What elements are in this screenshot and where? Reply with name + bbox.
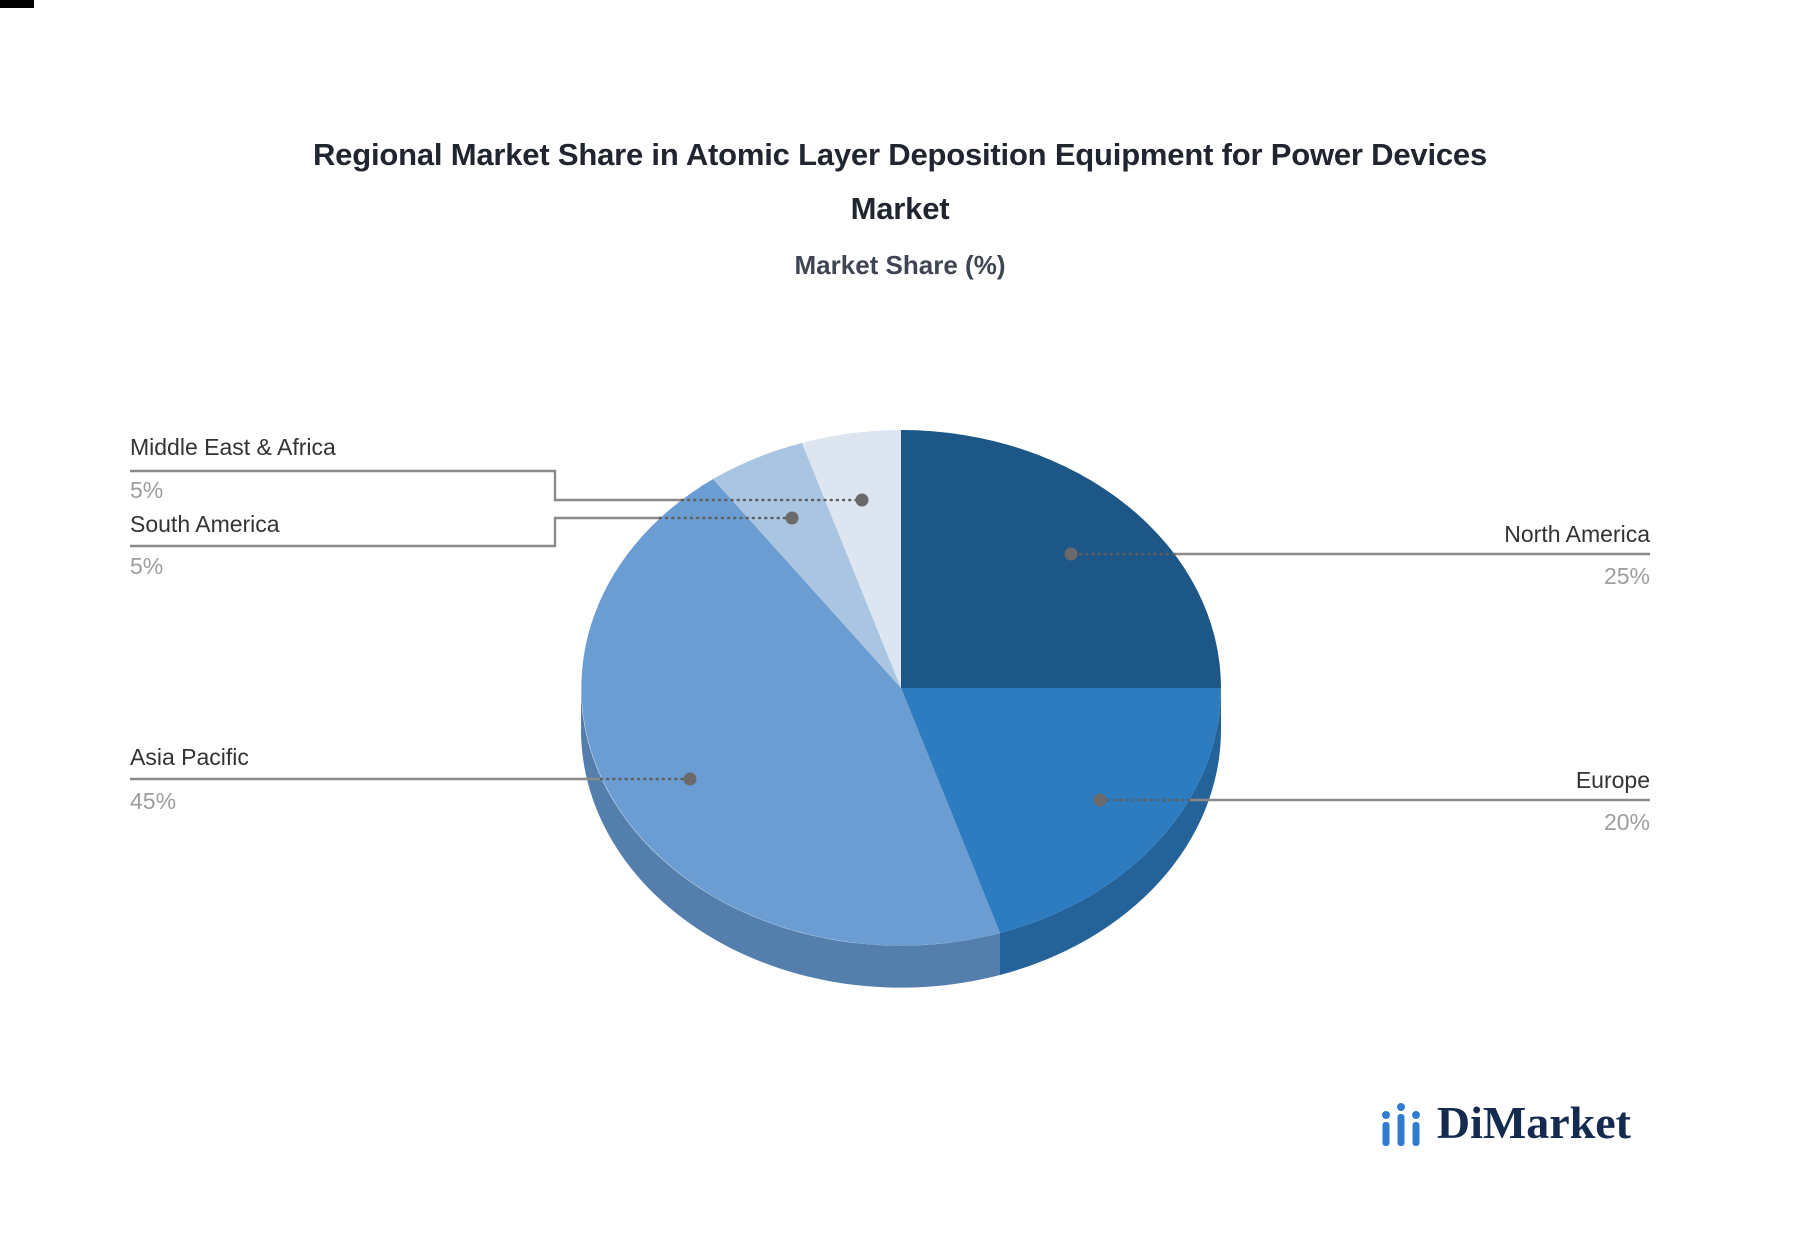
label-south-america: South America [130, 511, 280, 537]
pie-side-europe [1000, 688, 1221, 975]
chart-title-line1: Regional Market Share in Atomic Layer De… [313, 137, 1487, 172]
label-middle-east-africa: Middle East & Africa [130, 434, 336, 460]
chart-title-line2: Market [850, 191, 950, 226]
leader-dotted-segments [599, 498, 1191, 802]
pie-slice-asia-pacific[interactable] [581, 479, 1000, 946]
pie-slice-europe[interactable] [901, 688, 1221, 933]
dot-south-america [785, 511, 799, 525]
dot-asia-pacific [683, 772, 697, 786]
label-north-america: North America [1504, 521, 1650, 547]
dot-middle-east-africa [855, 493, 869, 507]
pct-north-america: 25% [1603, 563, 1650, 589]
chart-title: Regional Market Share in Atomic Layer De… [150, 128, 1650, 236]
screen-edge-artifact [0, 0, 34, 8]
leader-lines [130, 469, 1650, 802]
chart-subtitle: Market Share (%) [794, 250, 1006, 280]
pct-middle-east-africa: 5% [130, 477, 164, 503]
pie-slice-north-america[interactable] [901, 430, 1221, 688]
leader-middle-east-africa [130, 469, 682, 502]
brand-logo: DiMarket [1379, 1098, 1631, 1148]
logo-text: DiMarket [1436, 1097, 1631, 1148]
leader-south-america [130, 516, 660, 548]
pie-slice-south-america[interactable] [713, 443, 901, 688]
pie-slice-middle-east-africa[interactable] [802, 430, 901, 688]
dot-north-america [1064, 547, 1078, 561]
leader-dots [683, 493, 1107, 807]
pct-south-america: 5% [130, 553, 164, 579]
label-europe: Europe [1575, 767, 1650, 793]
bar-chart-icon [1381, 1103, 1420, 1146]
pct-asia-pacific: 45% [130, 788, 177, 814]
pie-side-asia-pacific [581, 688, 1000, 988]
dot-europe [1093, 793, 1107, 807]
pct-europe: 20% [1603, 809, 1650, 835]
label-asia-pacific: Asia Pacific [130, 744, 249, 770]
